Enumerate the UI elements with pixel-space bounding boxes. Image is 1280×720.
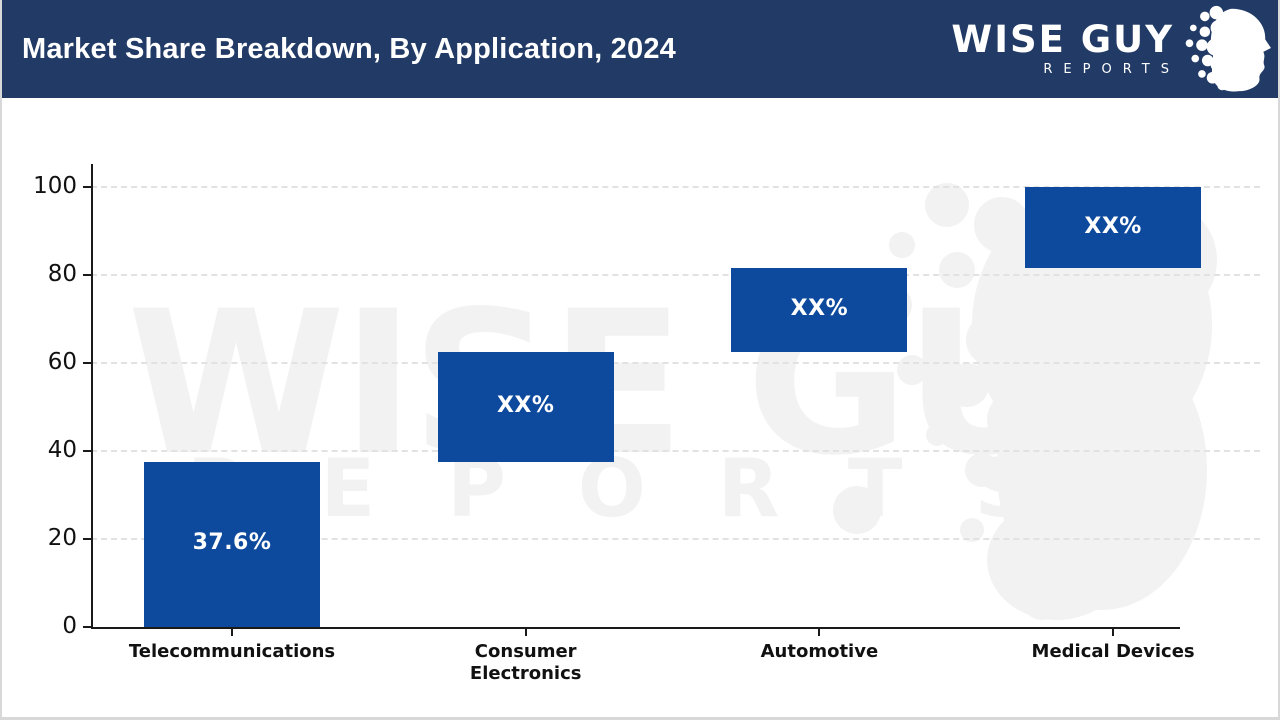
category-label: Medical Devices (1031, 641, 1195, 662)
wiseguy-logo: WISE GUY REPORTS (951, 3, 1272, 95)
ytick-20 (83, 538, 91, 540)
ytick-40 (83, 450, 91, 452)
x-axis-line (91, 627, 1180, 629)
ytick-label-60: 60 (47, 349, 77, 375)
chart-title: Market Share Breakdown, By Application, … (22, 32, 676, 65)
gridline-y60 (91, 362, 1260, 364)
ytick-label-80: 80 (47, 261, 77, 287)
logo-head-icon (1185, 5, 1271, 92)
gridline-y100 (91, 186, 1260, 188)
category-label: Automotive (760, 641, 879, 662)
bar-value-label: XX% (790, 295, 849, 321)
gridline-y40 (91, 450, 1260, 452)
category-label: Telecommunications (128, 641, 336, 662)
logo-subtitle: REPORTS (1043, 62, 1180, 77)
category-label: Consumer Electronics (469, 641, 582, 684)
ytick-label-100: 100 (33, 173, 77, 199)
header: Market Share Breakdown, By Application, … (2, 0, 1278, 98)
bar-value-label: 37.6% (192, 530, 272, 556)
logo-wordmark: WISE GUY (951, 18, 1174, 61)
ytick-label-20: 20 (47, 525, 77, 551)
xtick-0 (231, 627, 233, 636)
bar-consumer-electronics (437, 351, 614, 462)
xtick-2 (818, 627, 821, 636)
ytick-100 (83, 186, 91, 188)
xtick-3 (1112, 627, 1115, 636)
bar-telecommunications (144, 461, 320, 627)
ytick-0 (83, 626, 91, 628)
ytick-60 (83, 362, 91, 364)
xtick-1 (524, 627, 527, 636)
ytick-label-40: 40 (47, 437, 77, 463)
ytick-80 (83, 274, 91, 276)
gridline-y80 (91, 274, 1260, 276)
y-axis-line (91, 164, 93, 629)
bar-value-label: XX% (496, 392, 555, 418)
ytick-label-0: 0 (62, 613, 77, 639)
bar-value-label: XX% (1084, 213, 1142, 239)
gridline-y20 (91, 538, 1260, 540)
